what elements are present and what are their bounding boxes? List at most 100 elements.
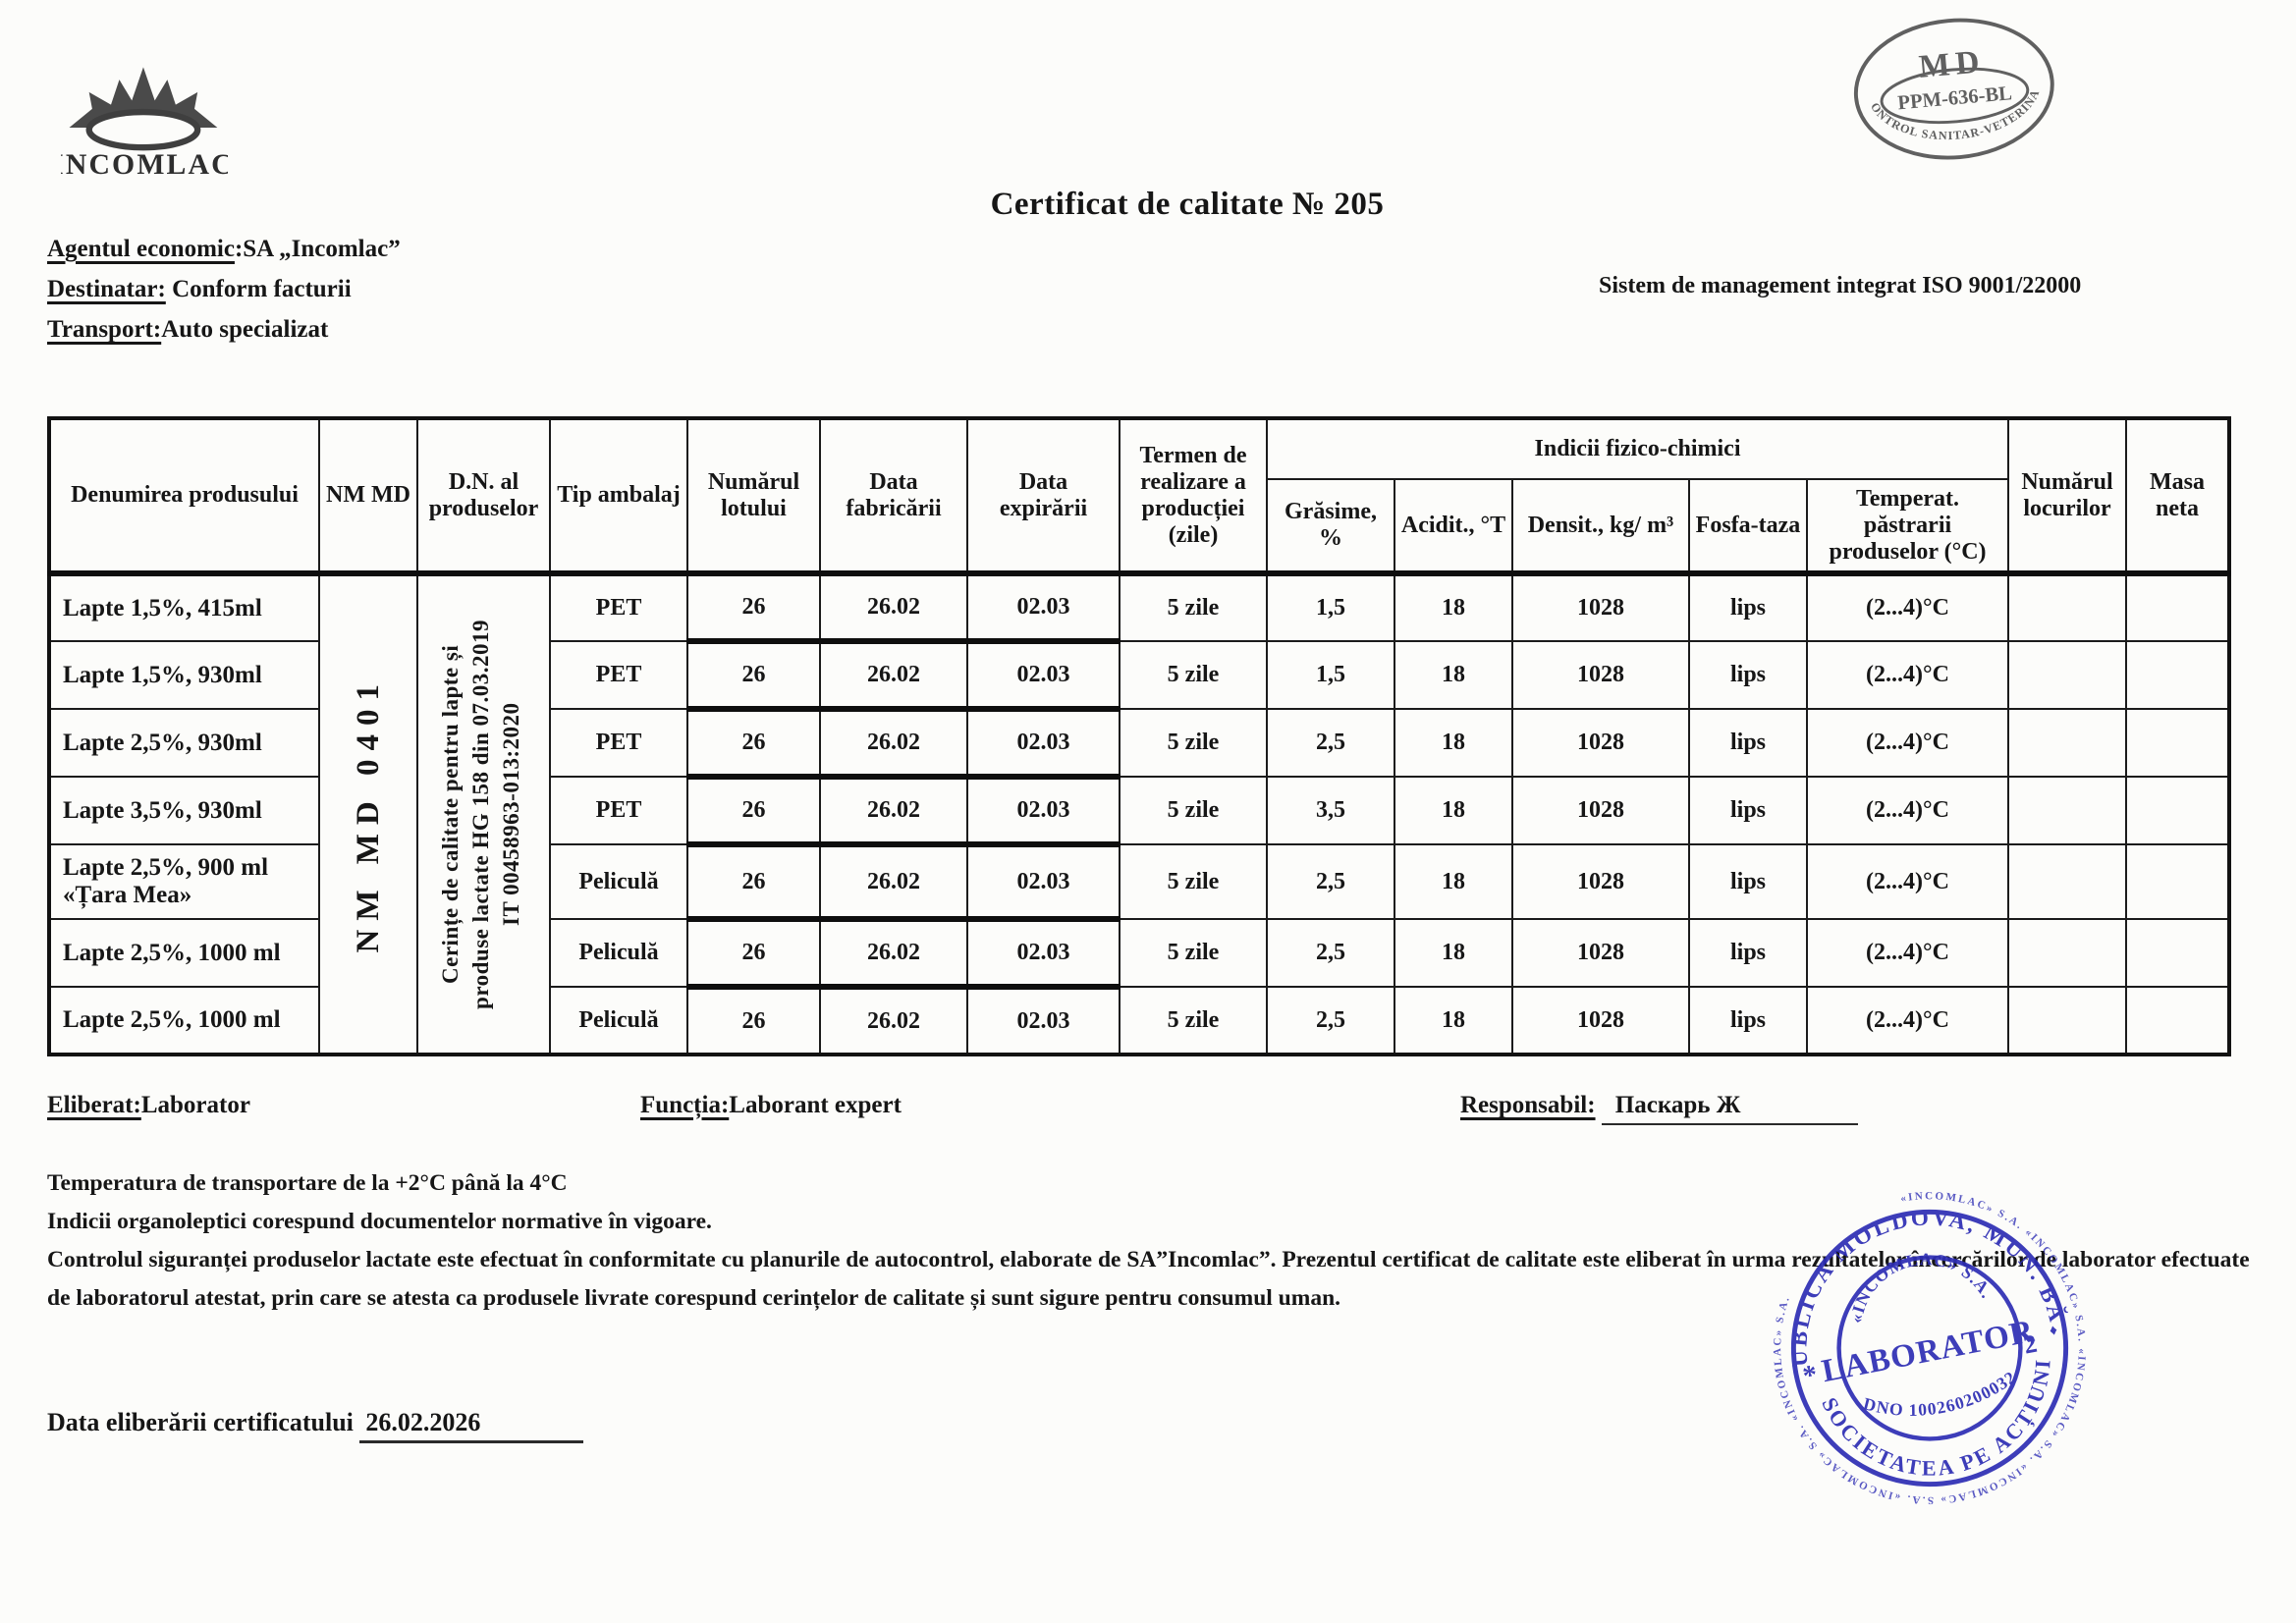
cell-temperat: (2...4)°C bbox=[1805, 708, 2010, 778]
cell-fosfataza: lips bbox=[1688, 986, 1808, 1055]
col-header-densit: Densit., kg/ m³ bbox=[1511, 478, 1690, 574]
cell-densit: 1028 bbox=[1511, 640, 1690, 710]
cell-fosfataza: lips bbox=[1688, 570, 1808, 642]
cell-fab: 26.02 bbox=[819, 570, 968, 642]
cell-acidit: 18 bbox=[1394, 918, 1513, 988]
functia-value: Laborant expert bbox=[729, 1092, 902, 1118]
info-agent: Agentul economic:SA „Incomlac” bbox=[47, 236, 401, 263]
cell-fab: 26.02 bbox=[819, 916, 968, 988]
agent-value: :SA „Incomlac” bbox=[234, 236, 401, 262]
cell-termen: 5 zile bbox=[1119, 640, 1268, 710]
col-header-exp: Data expirării bbox=[966, 417, 1121, 574]
functia-label: Funcția: bbox=[640, 1092, 730, 1118]
cell-tip: Peliculă bbox=[549, 986, 688, 1055]
cell-exp: 02.03 bbox=[966, 841, 1121, 920]
cell-densit: 1028 bbox=[1511, 776, 1690, 845]
col-header-locuri: Numărul locurilor bbox=[2007, 417, 2128, 574]
cell-fosfataza: lips bbox=[1688, 708, 1808, 778]
note-control: Controlul siguranței produselor lactate … bbox=[47, 1247, 2250, 1311]
col-header-fosfataza: Fosfa-taza bbox=[1688, 478, 1808, 574]
cell-acidit: 18 bbox=[1394, 776, 1513, 845]
cell-lot: 26 bbox=[686, 841, 821, 920]
col-header-denumirea: Denumirea produsului bbox=[48, 417, 320, 574]
cell-fosfataza: lips bbox=[1688, 843, 1808, 920]
header-info: Agentul economic:SA „Incomlac” Destinata… bbox=[47, 236, 401, 356]
table-row: Lapte 2,5%, 1000 ml Peliculă 26 26.02 02… bbox=[48, 916, 2231, 988]
crown-icon bbox=[69, 67, 218, 128]
cell-name: Lapte 2,5%, 900 ml «Țara Mea» bbox=[48, 843, 320, 920]
eliberat-field: Eliberat:Laborator bbox=[47, 1092, 250, 1119]
cell-termen: 5 zile bbox=[1119, 843, 1268, 920]
cell-densit: 1028 bbox=[1511, 570, 1690, 642]
stamp-ppm-text: PPM-636-BL bbox=[1897, 82, 2013, 114]
table-row: Lapte 3,5%, 930ml PET 26 26.02 02.03 5 z… bbox=[48, 774, 2231, 845]
cell-fab: 26.02 bbox=[819, 841, 968, 920]
stamp-star-glyph: * bbox=[1800, 1360, 1820, 1392]
table-row: Lapte 1,5%, 415ml NM MD 0401 Cerințe de … bbox=[48, 570, 2231, 1055]
sanitary-veterinary-stamp: MD PPM-636-BL CONTROL SANITAR-VETERINAR bbox=[1842, 5, 2054, 160]
destinatar-label: Destinatar: bbox=[47, 276, 166, 302]
eliberat-value: Laborator bbox=[140, 1092, 250, 1118]
cell-exp: 02.03 bbox=[966, 774, 1121, 845]
table-row: Lapte 2,5%, 900 ml «Țara Mea» Peliculă 2… bbox=[48, 841, 2231, 920]
eliberat-label: Eliberat: bbox=[47, 1092, 141, 1118]
cell-name: Lapte 2,5%, 1000 ml bbox=[48, 918, 320, 988]
cell-exp: 02.03 bbox=[966, 706, 1121, 778]
info-transport: Transport:Auto specializat bbox=[47, 316, 401, 344]
cell-termen: 5 zile bbox=[1119, 708, 1268, 778]
agent-label: Agentul economic bbox=[47, 236, 235, 262]
cell-tip: PET bbox=[549, 776, 688, 845]
laborator-round-stamp: «INCOMLAC» S.A. «INCOMLAC» S.A. «INCOMLA… bbox=[1740, 1159, 2115, 1534]
cell-tip: PET bbox=[549, 640, 688, 710]
destinatar-value: Conform facturii bbox=[165, 276, 352, 302]
issue-date-line: Data eliberării certificatului 26.02.202… bbox=[47, 1408, 584, 1443]
cell-masa bbox=[2125, 986, 2231, 1055]
cell-fosfataza: lips bbox=[1688, 918, 1808, 988]
cell-locuri bbox=[2007, 570, 2128, 642]
cell-temperat: (2...4)°C bbox=[1805, 986, 2010, 1055]
col-header-lot: Numărul lotului bbox=[686, 417, 821, 574]
col-header-fab: Data fabricării bbox=[819, 417, 968, 574]
table-row: Lapte 1,5%, 930ml PET 26 26.02 02.03 5 z… bbox=[48, 638, 2231, 710]
cell-name: Lapte 3,5%, 930ml bbox=[48, 776, 320, 845]
product-table: Denumirea produsului NM MD D.N. al produ… bbox=[47, 416, 2232, 1056]
cell-fosfataza: lips bbox=[1688, 776, 1808, 845]
transport-label: Transport: bbox=[47, 316, 162, 343]
stamp-md-text: MD bbox=[1917, 43, 1986, 85]
cell-temperat: (2...4)°C bbox=[1805, 640, 2010, 710]
cell-fab: 26.02 bbox=[819, 984, 968, 1055]
responsabil-field: Responsabil: Паскарь Ж bbox=[1460, 1092, 1859, 1125]
cell-lot: 26 bbox=[686, 570, 821, 642]
cell-densit: 1028 bbox=[1511, 986, 1690, 1055]
info-destinatar: Destinatar: Conform facturii bbox=[47, 276, 401, 303]
cell-exp: 02.03 bbox=[966, 638, 1121, 710]
responsabil-label: Responsabil: bbox=[1460, 1092, 1596, 1118]
cell-densit: 1028 bbox=[1511, 918, 1690, 988]
cell-locuri bbox=[2007, 640, 2128, 710]
cell-temperat: (2...4)°C bbox=[1805, 570, 2010, 642]
cell-acidit: 18 bbox=[1394, 843, 1513, 920]
cell-lot: 26 bbox=[686, 916, 821, 988]
cell-lot: 26 bbox=[686, 984, 821, 1055]
cell-grasime: 1,5 bbox=[1266, 570, 1395, 642]
cell-nm-md: NM MD 0401 bbox=[318, 570, 418, 1055]
cell-tip: PET bbox=[549, 570, 688, 642]
transport-value: Auto specializat bbox=[161, 316, 329, 343]
cell-masa bbox=[2125, 570, 2231, 642]
col-header-grasime: Grăsime, % bbox=[1266, 478, 1395, 574]
cell-locuri bbox=[2007, 708, 2128, 778]
table-header-row-2: Grăsime, % Acidit., °T Densit., kg/ m³ F… bbox=[49, 478, 2229, 574]
cell-acidit: 18 bbox=[1394, 986, 1513, 1055]
cell-name: Lapte 2,5%, 930ml bbox=[48, 708, 320, 778]
col-header-masa: Masa neta bbox=[2125, 417, 2231, 574]
page-title: Certificat de calitate № 205 bbox=[990, 187, 1385, 222]
cell-termen: 5 zile bbox=[1119, 776, 1268, 845]
cell-grasime: 2,5 bbox=[1266, 708, 1395, 778]
cell-name: Lapte 1,5%, 930ml bbox=[48, 640, 320, 710]
cell-temperat: (2...4)°C bbox=[1805, 843, 2010, 920]
cell-locuri bbox=[2007, 843, 2128, 920]
issue-date-value: 26.02.2026 bbox=[359, 1408, 584, 1443]
col-header-indicii: Indicii fizico-chimici bbox=[1265, 417, 2010, 480]
col-header-nm-md: NM MD bbox=[318, 417, 418, 574]
cell-lot: 26 bbox=[686, 638, 821, 710]
